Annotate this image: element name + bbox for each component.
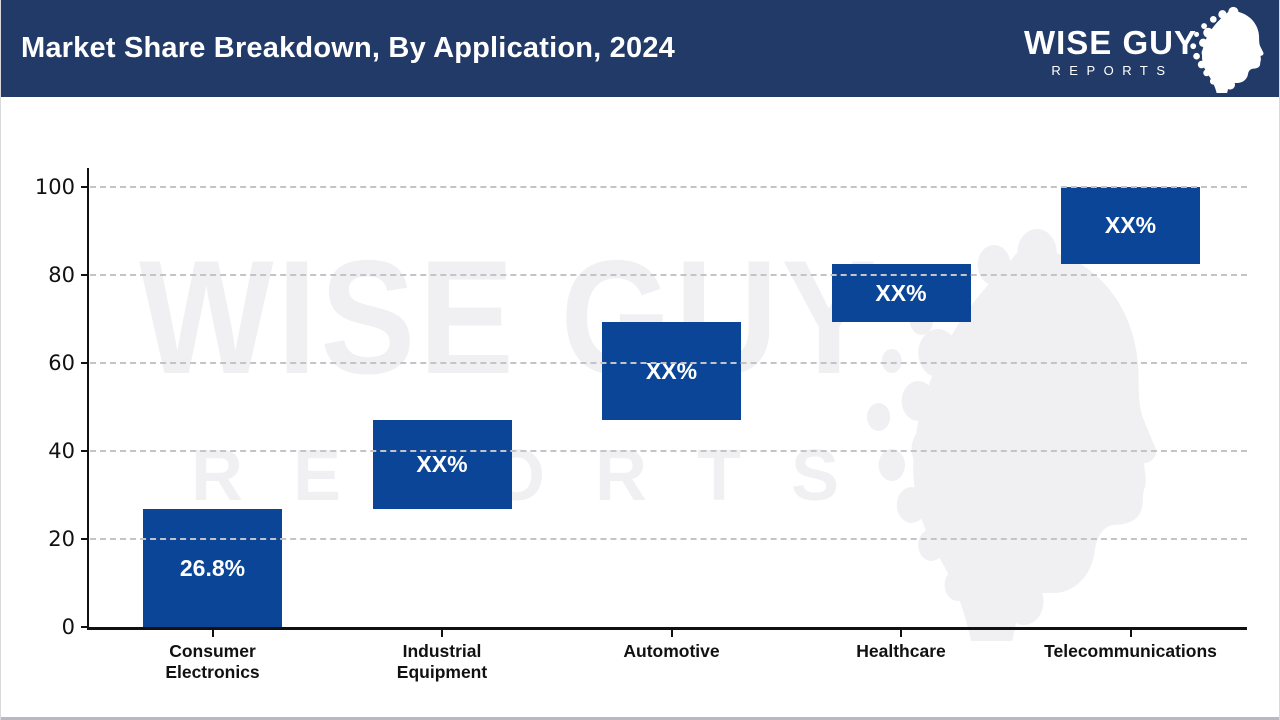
bar-value-label: XX%: [645, 357, 698, 384]
chart-canvas: WISE GUY REPORTS 26.8% XX% XX% XX% XX% 0 20 40 6…: [1, 97, 1279, 717]
brand-subtitle: REPORTS: [1051, 63, 1174, 78]
page-title: Market Share Breakdown, By Application, …: [21, 32, 675, 64]
brand-wordmark: WISE GUY: [1023, 24, 1197, 61]
brand-logo: WISE GUY REPORTS: [1024, 6, 1267, 98]
bar: 26.8%: [143, 509, 282, 627]
bar-value-label: XX%: [416, 451, 468, 478]
x-axis-label: Automotive: [552, 641, 792, 662]
y-tick-mark: [81, 362, 89, 364]
bar: XX%: [1061, 187, 1200, 264]
y-tick-label: 40: [48, 439, 75, 463]
y-tick-mark: [81, 450, 89, 452]
watermark-wordmark: WISE GUY: [139, 227, 881, 408]
x-axis-label: Consumer Electronics: [93, 641, 333, 683]
y-tick-mark: [81, 626, 89, 628]
x-axis-label-line: Electronics: [165, 662, 260, 682]
bar-value-label: 26.8%: [179, 554, 246, 581]
x-axis-spine: [87, 627, 1247, 630]
x-axis-label-line: Healthcare: [856, 641, 946, 661]
bar: XX%: [831, 264, 971, 323]
watermark-subtitle: REPORTS: [191, 436, 890, 516]
x-axis-label-line: Consumer: [169, 641, 256, 661]
x-tick-mark: [441, 629, 443, 637]
y-tick-label: 60: [48, 351, 75, 375]
header-band: Market Share Breakdown, By Application, …: [1, 0, 1279, 98]
x-tick-mark: [900, 629, 902, 637]
y-tick-label: 20: [48, 527, 75, 551]
bar: XX%: [602, 322, 741, 421]
x-axis-label: Telecommunications: [1011, 641, 1251, 662]
y-tick-mark: [81, 538, 89, 540]
y-tick-mark: [81, 274, 89, 276]
y-tick-label: 0: [61, 615, 75, 639]
y-tick-label: 80: [48, 263, 75, 287]
x-tick-mark: [1129, 629, 1132, 637]
bar-value-label: XX%: [875, 279, 927, 306]
x-tick-mark: [211, 629, 214, 637]
x-axis-label-line: Equipment: [396, 662, 488, 682]
brand-logo-text: WISE GUY REPORTS: [1023, 24, 1197, 79]
bar-value-label: XX%: [1104, 212, 1157, 238]
x-axis-label: Industrial Equipment: [322, 641, 562, 683]
x-axis-label-line: Telecommunications: [1044, 641, 1217, 661]
y-tick-mark: [81, 186, 89, 188]
x-axis-label-line: Automotive: [623, 641, 720, 661]
x-axis-label: Healthcare: [781, 641, 1021, 662]
y-tick-label: 100: [34, 175, 75, 199]
y-axis-spine: [87, 168, 89, 629]
bar: XX%: [372, 420, 512, 510]
x-axis-label-line: Industrial: [402, 641, 482, 661]
x-tick-mark: [670, 629, 673, 637]
bottom-edge-line: [1, 717, 1279, 720]
